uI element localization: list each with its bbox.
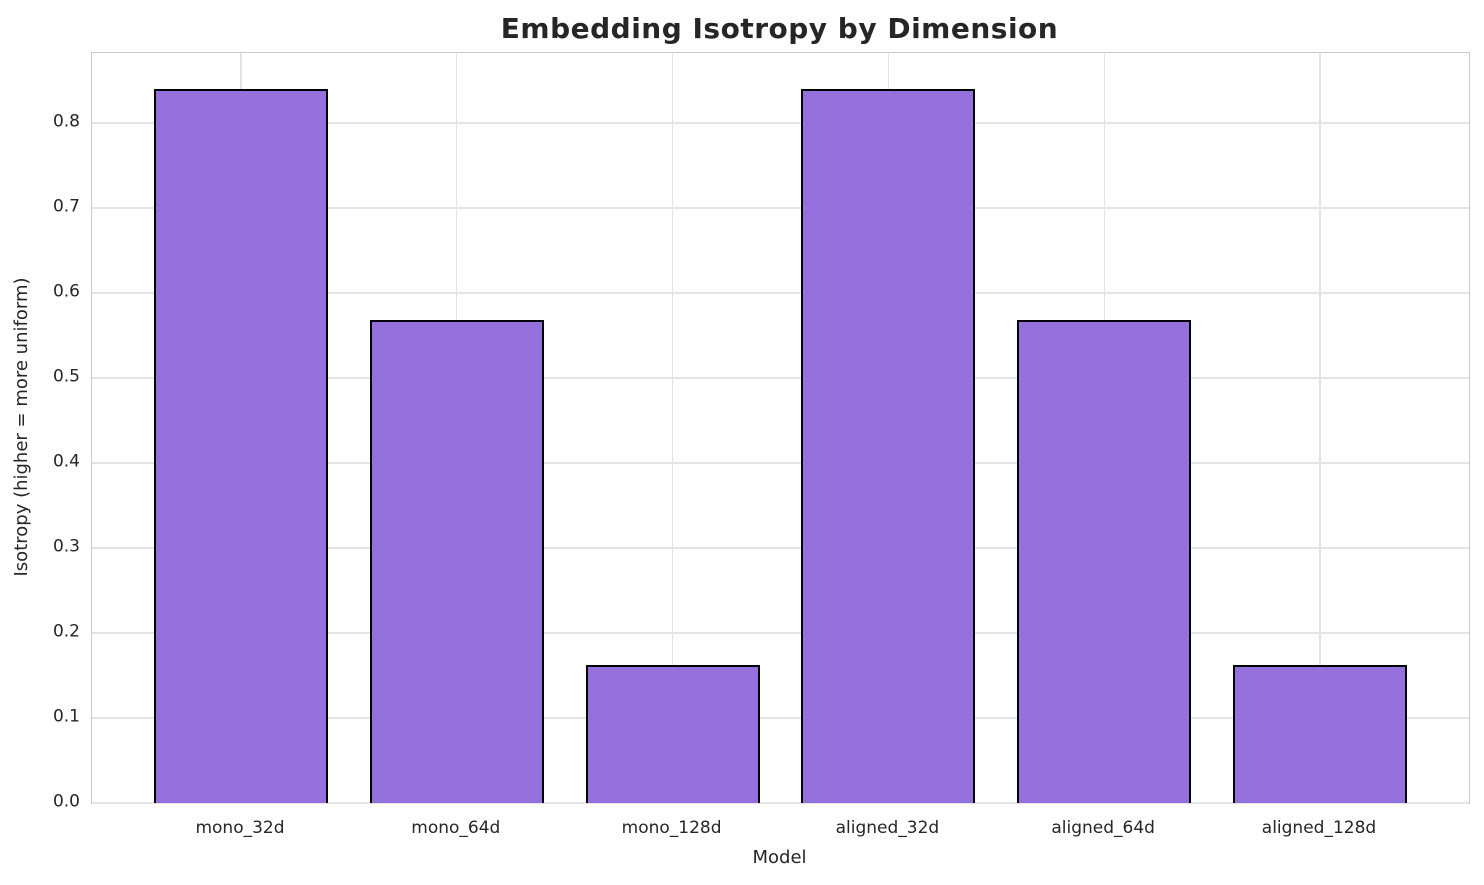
- y-tick-label: 0.3: [52, 536, 80, 557]
- x-tick-label-mono_32d: mono_32d: [195, 818, 285, 838]
- x-axis-label: Model: [752, 847, 807, 868]
- x-tick-label-mono_64d: mono_64d: [411, 818, 501, 838]
- y-tick-label: 0.4: [52, 451, 80, 472]
- plot-area: [91, 52, 1470, 804]
- gridline-horizontal: [92, 377, 1469, 379]
- gridline-horizontal: [92, 547, 1469, 549]
- y-tick-label: 0.0: [52, 791, 80, 812]
- bar-mono_128d: [585, 665, 760, 803]
- y-tick-label: 0.1: [52, 706, 80, 727]
- bar-aligned_32d: [801, 89, 976, 803]
- gridline-vertical: [671, 53, 674, 803]
- chart-title: Embedding Isotropy by Dimension: [500, 12, 1059, 45]
- gridline-horizontal: [92, 462, 1469, 464]
- y-tick-label: 0.6: [52, 281, 80, 302]
- y-tick-label: 0.5: [52, 366, 80, 387]
- gridline-horizontal: [92, 717, 1469, 719]
- y-tick-label: 0.2: [52, 621, 80, 642]
- x-tick-label-aligned_128d: aligned_128d: [1261, 818, 1377, 838]
- gridline-horizontal: [92, 122, 1469, 124]
- y-tick-label: 0.7: [52, 196, 80, 217]
- gridline-horizontal: [92, 632, 1469, 634]
- y-axis-label: Isotropy (higher = more uniform): [11, 277, 32, 577]
- x-tick-label-aligned_64d: aligned_64d: [1051, 818, 1155, 838]
- bar-mono_32d: [154, 89, 328, 803]
- bar-aligned_64d: [1017, 320, 1192, 803]
- gridline-horizontal: [92, 802, 1469, 804]
- gridline-horizontal: [92, 292, 1469, 294]
- x-tick-label-aligned_32d: aligned_32d: [835, 818, 940, 838]
- x-tick-label-mono_128d: mono_128d: [621, 818, 722, 838]
- bar-mono_64d: [369, 320, 544, 803]
- gridline-vertical: [1319, 53, 1321, 803]
- y-tick-label: 0.8: [52, 111, 80, 132]
- gridline-horizontal: [92, 207, 1469, 209]
- bar-aligned_128d: [1233, 665, 1407, 803]
